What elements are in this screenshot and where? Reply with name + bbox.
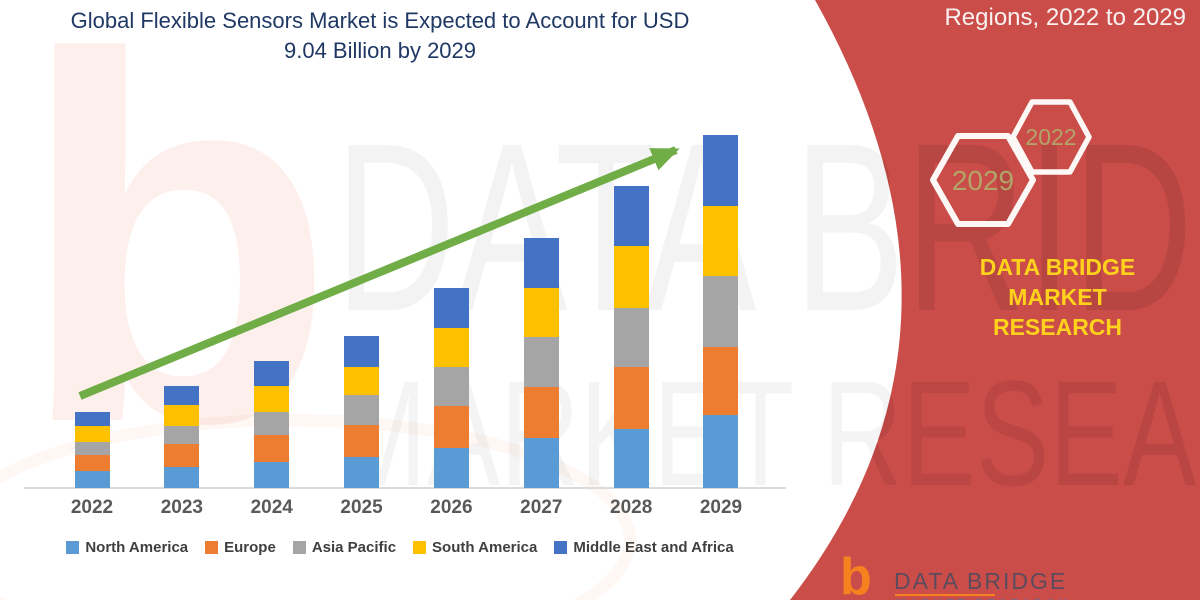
hexagon-2022-label: 2022 (1025, 124, 1076, 150)
bar-segment-middle-east-and-africa (164, 386, 200, 406)
bar-segment-south-america (74, 426, 110, 442)
bar-segment-europe (344, 425, 380, 458)
footer-logo-b-icon: b (840, 548, 872, 600)
bar-segment-south-america (254, 386, 290, 413)
x-axis-label-2025: 2025 (340, 497, 383, 518)
chart-title-line1: Global Flexible Sensors Market is Expect… (70, 8, 690, 33)
bar-segment-north-america (164, 467, 200, 488)
stacked-bar-2024 (254, 361, 290, 488)
stacked-bar-2023 (164, 386, 200, 488)
bar-segment-south-america (613, 246, 649, 309)
ribbon-heading: Regions, 2022 to 2029 (944, 4, 1186, 31)
bar-segment-asia-pacific (164, 426, 200, 445)
footer-logo-underline (895, 594, 995, 596)
bar-segment-north-america (74, 471, 110, 488)
watermark-swoosh (0, 414, 636, 600)
x-axis-line (24, 487, 786, 489)
bar-segment-middle-east-and-africa (523, 237, 559, 288)
legend-item-europe: Europe (205, 539, 276, 556)
bar-segment-north-america (254, 462, 290, 488)
chart-title-line2: 9.04 Billion by 2029 (283, 38, 477, 63)
bar-segment-middle-east-and-africa (703, 135, 739, 207)
bar-segment-north-america (344, 457, 380, 488)
hexagon-2029-label: 2029 (952, 165, 1014, 196)
bar-segment-north-america (433, 448, 469, 488)
stacked-bar-2029 (703, 135, 739, 488)
bar-segment-europe (74, 455, 110, 472)
legend-label-middle-east-and-africa: Middle East and Africa (573, 539, 734, 556)
legend-label-north-america: North America (85, 539, 189, 556)
brand-text-line2: RESEARCH (992, 314, 1123, 340)
chart-title: Global Flexible Sensors Market is Expect… (55, 6, 705, 66)
legend-label-south-america: South America (432, 539, 538, 556)
x-axis-label-2023: 2023 (160, 497, 203, 518)
legend-swatch-north-america (66, 541, 80, 554)
bar-segment-north-america (613, 429, 649, 488)
x-axis-label-2029: 2029 (699, 497, 743, 518)
stacked-bar-2022 (74, 411, 110, 488)
bar-segment-asia-pacific (703, 276, 739, 348)
bar-segment-middle-east-and-africa (433, 287, 469, 329)
bar-segment-south-america (523, 287, 559, 338)
bar-segment-asia-pacific (344, 395, 380, 426)
legend-label-europe: Europe (224, 539, 276, 556)
footer-logo-name: DATA BRIDGE (894, 568, 1068, 594)
stacked-bar-2028 (613, 186, 649, 488)
bar-segment-europe (523, 386, 559, 438)
legend-item-south-america: South America (413, 539, 537, 556)
bar-segment-north-america (703, 415, 739, 488)
brand-text: DATA BRIDGE MARKET RESEARCH (935, 252, 1180, 342)
x-axis-label-2027: 2027 (520, 497, 563, 518)
legend-swatch-europe (205, 541, 219, 554)
x-axis-label-2022: 2022 (70, 497, 114, 518)
bar-segment-south-america (703, 206, 739, 277)
stacked-bar-2025 (344, 336, 380, 488)
year-hexagons: 2022 2029 (930, 99, 1092, 227)
legend-item-middle-east-and-africa: Middle East and Africa (554, 539, 734, 556)
hexagon-2029 (930, 133, 1036, 227)
bar-segment-asia-pacific (613, 308, 649, 368)
bar-segment-europe (703, 347, 739, 415)
x-axis-label-2024: 2024 (250, 497, 293, 518)
bar-segment-europe (164, 444, 200, 468)
stacked-bar-2027 (523, 237, 559, 488)
bar-segment-asia-pacific (523, 337, 559, 387)
legend-label-asia-pacific: Asia Pacific (311, 539, 397, 556)
bar-segment-middle-east-and-africa (613, 186, 649, 247)
bar-segment-south-america (433, 328, 469, 368)
bar-segment-asia-pacific (254, 412, 290, 436)
hexagon-2022 (1010, 99, 1092, 175)
bar-segment-south-america (164, 405, 200, 427)
legend-item-north-america: North America (66, 539, 188, 556)
legend-swatch-middle-east-and-africa (554, 541, 568, 554)
legend-swatch-asia-pacific (292, 541, 306, 554)
bar-segment-middle-east-and-africa (254, 361, 290, 387)
stacked-bar-2026 (433, 287, 469, 488)
bar-segment-europe (613, 367, 649, 429)
legend-swatch-south-america (413, 541, 427, 554)
bar-segment-south-america (344, 367, 380, 396)
brand-text-line1: DATA BRIDGE MARKET (979, 254, 1136, 310)
legend-item-asia-pacific: Asia Pacific (292, 539, 397, 556)
footer-logo-subname: MARKET RESEARCH (896, 597, 1071, 600)
bar-segment-asia-pacific (74, 441, 110, 456)
bar-segment-europe (433, 405, 469, 449)
x-axis-label-2026: 2026 (430, 497, 473, 518)
chart-legend: North America Europe Asia Pacific South Ame… (10, 539, 790, 556)
red-ribbon-shape (790, 0, 1200, 600)
x-axis-label-2028: 2028 (610, 497, 653, 518)
bar-segment-middle-east-and-africa (74, 411, 110, 427)
bar-segment-middle-east-and-africa (344, 336, 380, 368)
bar-segment-north-america (523, 438, 559, 488)
bar-segment-asia-pacific (433, 367, 469, 406)
bar-segment-europe (254, 435, 290, 463)
